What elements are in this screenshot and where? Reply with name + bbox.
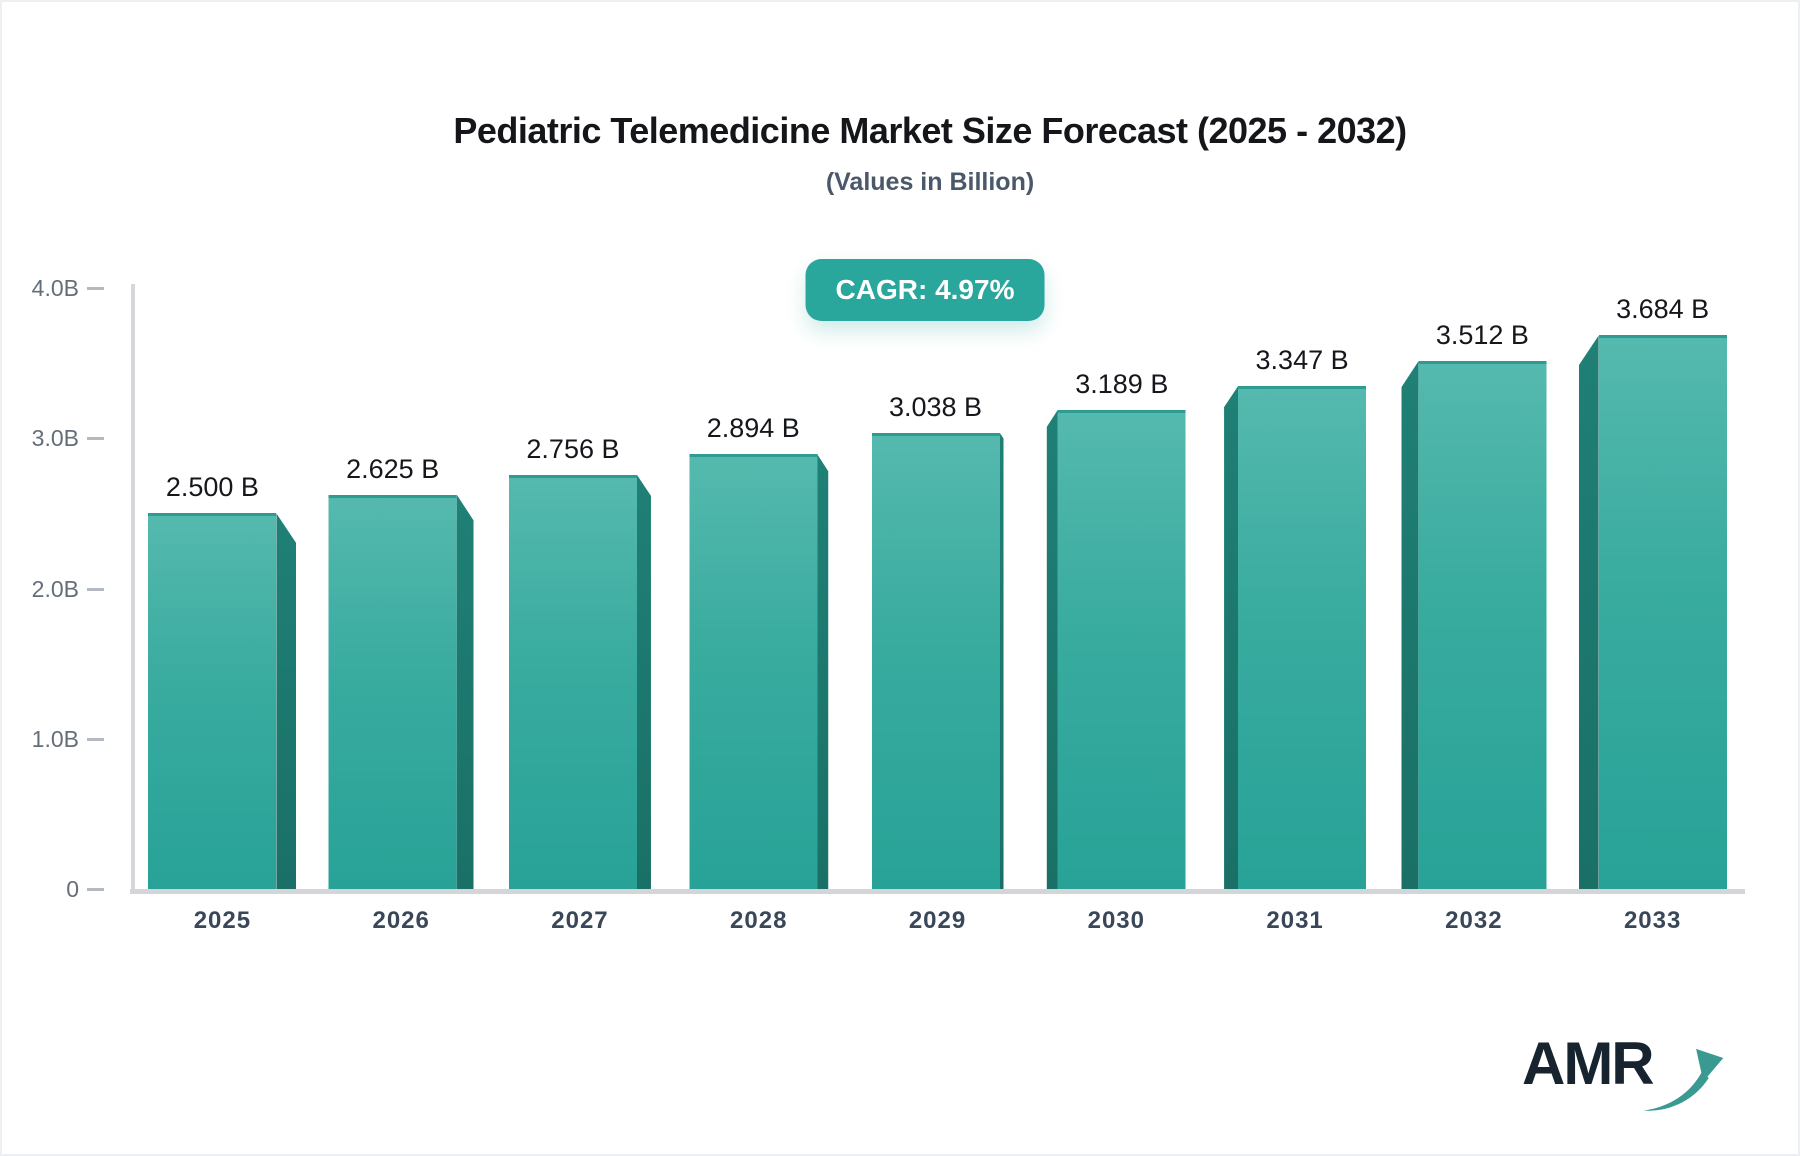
bar-3d (148, 513, 297, 889)
bar-slot: 2.894 B 2028 (669, 288, 848, 934)
y-tick-dash (87, 587, 104, 591)
bar-chart-plot: 0 1.0B 2.0B 3.0B 4.0B 2.500 B 2025 2.625 B 2026… (32, 275, 1745, 934)
bar-slot: 3.038 B 2029 (848, 288, 1027, 934)
bar-3d (328, 494, 474, 889)
y-tick-dash (87, 287, 104, 290)
bar-face (871, 432, 1000, 889)
x-axis-label: 2030 (1087, 907, 1145, 934)
bar-face (148, 513, 277, 889)
bar-3d (871, 432, 1004, 889)
bar-slot: 3.684 B 2033 (1563, 288, 1742, 934)
bar-value-label: 2.894 B (706, 413, 800, 444)
bar-3d (1578, 335, 1727, 889)
bar-side-face (1401, 361, 1419, 889)
bar-side-face (1578, 335, 1599, 889)
bar-3d (1046, 409, 1186, 889)
y-tick-label: 4.0B (31, 275, 79, 301)
x-axis-label: 2032 (1445, 907, 1503, 934)
chart-title: Pediatric Telemedicine Market Size Forec… (453, 110, 1407, 151)
x-axis-label: 2033 (1623, 907, 1682, 934)
bar-face (1598, 335, 1727, 889)
bar-side-face (1224, 386, 1239, 889)
bar-value-label: 2.756 B (526, 433, 620, 464)
bar-3d (1401, 361, 1547, 889)
cagr-badge-label: CAGR: 4.97% (835, 274, 1015, 305)
y-tick-label: 0 (66, 876, 79, 902)
bar-slot: 3.189 B 2030 (1027, 288, 1206, 934)
y-tick-label: 3.0B (31, 425, 79, 452)
x-axis-label: 2025 (193, 907, 252, 934)
y-tick-dash (87, 737, 104, 741)
bar-value-label: 3.189 B (1075, 368, 1169, 399)
bar-side-face (636, 474, 651, 889)
bars-area: 2.500 B 2025 2.625 B 2026 2.756 B 2027 2.894 B… (133, 288, 1742, 934)
bar-side-face (456, 494, 474, 889)
bar-side-face (1046, 409, 1058, 889)
growth-arrow-icon (1643, 1048, 1723, 1111)
y-axis-line (131, 284, 135, 893)
x-axis-label: 2026 (372, 907, 430, 934)
y-tick-label: 2.0B (31, 575, 79, 602)
bar-face (1418, 361, 1547, 889)
bar-3d (1224, 386, 1367, 889)
x-axis-label: 2031 (1266, 907, 1324, 934)
bar-value-label: 3.038 B (888, 391, 983, 422)
bar-value-label: 2.500 B (165, 472, 259, 503)
bar-value-label: 3.512 B (1435, 320, 1529, 351)
x-axis-line (130, 889, 1745, 894)
bar-slot: 2.625 B 2026 (312, 288, 491, 934)
bar-face (1057, 409, 1186, 889)
bar-slot: 3.347 B 2031 (1206, 288, 1385, 934)
bar-side-face (276, 513, 297, 889)
bar-face (508, 474, 637, 889)
x-axis-label: 2029 (908, 907, 967, 934)
bar-value-label: 3.684 B (1616, 294, 1710, 325)
chart-subtitle: (Values in Billion) (825, 168, 1035, 196)
amr-logo-text: AMR (1522, 1030, 1655, 1097)
bar-side-face (999, 432, 1004, 889)
y-tick-dash (87, 437, 104, 441)
bar-slot: 2.500 B 2025 (133, 288, 312, 934)
bar-side-face (817, 454, 829, 889)
bar-slot: 3.512 B 2032 (1384, 288, 1563, 934)
cagr-badge: CAGR: 4.97% (805, 259, 1045, 321)
amr-logo: AMR (1522, 1034, 1733, 1116)
bar-value-label: 2.625 B (346, 453, 440, 484)
bar-face (328, 494, 457, 889)
bar-face (1238, 386, 1367, 889)
y-tick-dash (87, 888, 104, 891)
y-tick-label: 1.0B (31, 725, 79, 752)
x-axis-label: 2027 (551, 907, 609, 934)
bar-slot: 2.756 B 2027 (491, 288, 670, 934)
x-axis-label: 2028 (730, 907, 788, 934)
bar-3d (508, 474, 651, 889)
bar-value-label: 3.347 B (1255, 345, 1349, 376)
bar-3d (689, 454, 829, 889)
bar-face (689, 454, 818, 889)
